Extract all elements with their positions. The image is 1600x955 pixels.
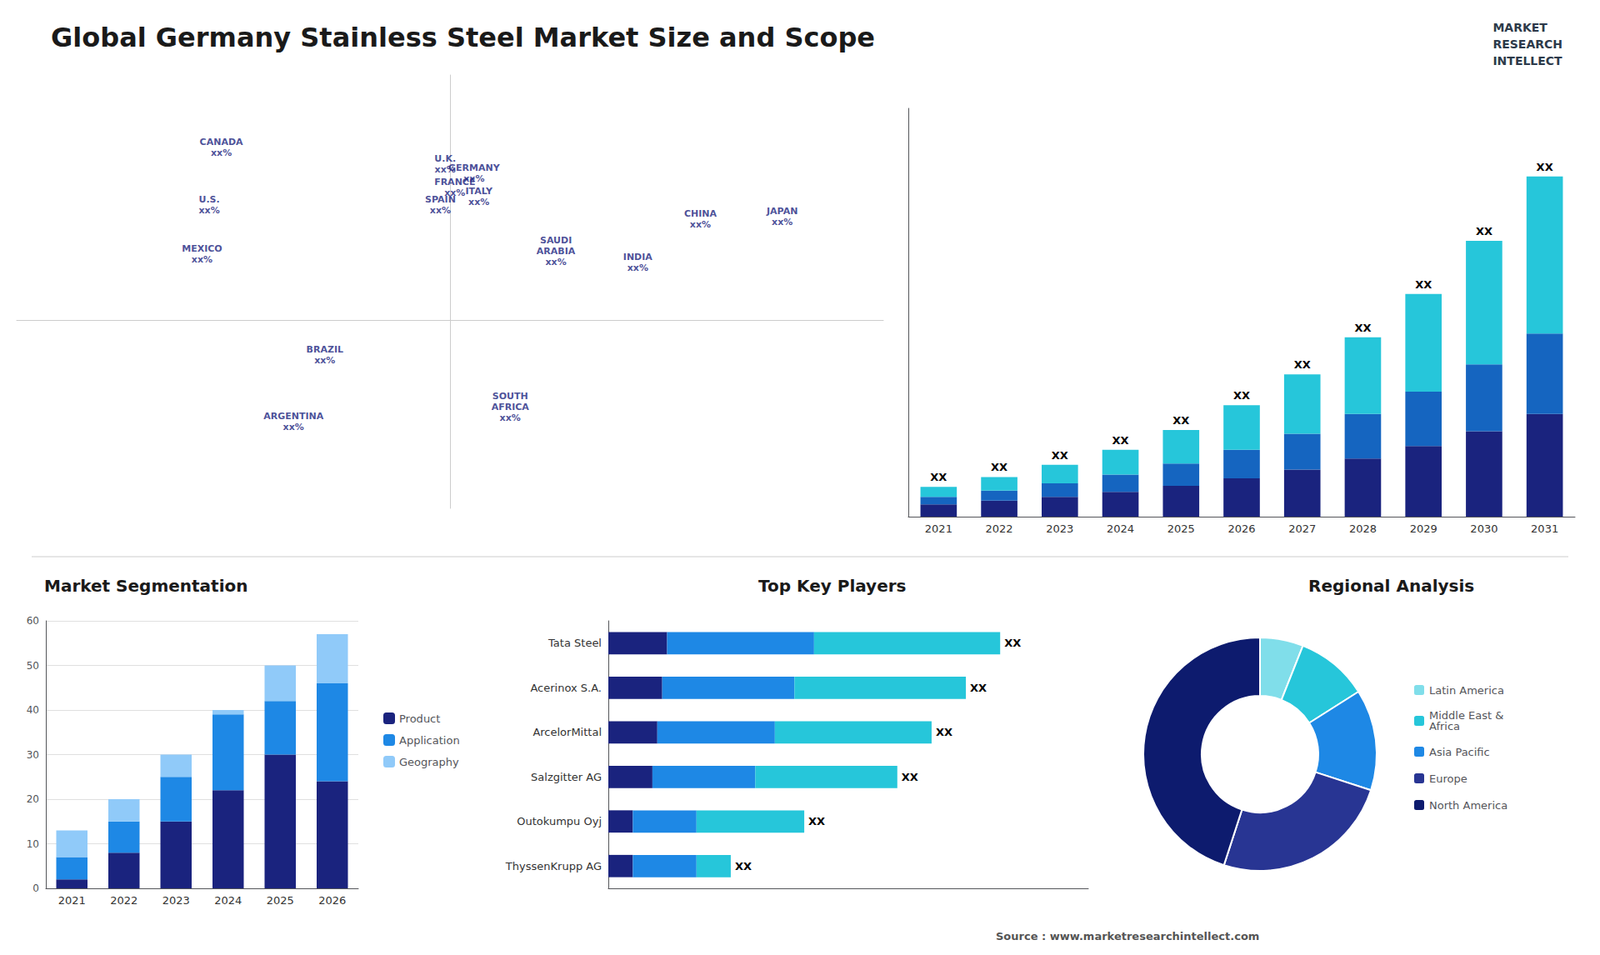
- svg-text:GERMANY: GERMANY: [448, 162, 501, 174]
- svg-text:2023: 2023: [1045, 522, 1074, 535]
- svg-text:2026: 2026: [1227, 522, 1255, 535]
- svg-text:Market Segmentation: Market Segmentation: [44, 575, 249, 596]
- svg-text:Source : www.marketresearchint: Source : www.marketresearchintellect.com: [995, 930, 1260, 943]
- svg-text:10: 10: [26, 838, 40, 850]
- svg-text:XX: XX: [1172, 414, 1190, 427]
- svg-text:ITALY: ITALY: [465, 185, 494, 197]
- svg-text:Asia Pacific: Asia Pacific: [1429, 745, 1490, 759]
- svg-text:60: 60: [26, 615, 40, 627]
- svg-text:Application: Application: [399, 734, 460, 747]
- svg-text:XX: XX: [901, 770, 919, 784]
- svg-text:ThyssenKrupp AG: ThyssenKrupp AG: [505, 860, 602, 873]
- svg-text:2025: 2025: [1167, 522, 1195, 535]
- svg-text:INTELLECT: INTELLECT: [1492, 54, 1563, 68]
- svg-text:2031: 2031: [1530, 522, 1559, 535]
- svg-text:2021: 2021: [58, 894, 86, 907]
- svg-text:XX: XX: [1354, 321, 1371, 335]
- svg-text:XX: XX: [1051, 449, 1069, 462]
- svg-text:Product: Product: [399, 712, 440, 725]
- svg-text:XX: XX: [735, 860, 752, 873]
- svg-text:XX: XX: [990, 460, 1008, 474]
- svg-text:INDIA: INDIA: [623, 251, 654, 263]
- svg-text:xx%: xx%: [430, 205, 451, 216]
- svg-text:50: 50: [26, 660, 40, 672]
- svg-text:SAUDI: SAUDI: [540, 235, 572, 246]
- svg-text:xx%: xx%: [627, 262, 649, 274]
- svg-text:xx%: xx%: [314, 355, 335, 366]
- svg-text:Africa: Africa: [1429, 720, 1460, 733]
- svg-text:XX: XX: [1475, 225, 1493, 238]
- svg-text:xx%: xx%: [500, 412, 521, 424]
- svg-text:MARKET: MARKET: [1492, 20, 1548, 35]
- svg-text:2030: 2030: [1470, 522, 1498, 535]
- svg-text:XX: XX: [935, 725, 953, 739]
- svg-text:2022: 2022: [985, 522, 1014, 535]
- svg-text:xx%: xx%: [210, 147, 232, 159]
- svg-text:40: 40: [26, 704, 40, 716]
- svg-text:U.S.: U.S.: [199, 194, 220, 205]
- svg-text:AFRICA: AFRICA: [491, 401, 530, 413]
- svg-text:20: 20: [26, 793, 40, 805]
- svg-text:BRAZIL: BRAZIL: [306, 344, 344, 355]
- svg-text:Outokumpu Oyj: Outokumpu Oyj: [516, 815, 602, 828]
- svg-text:xx%: xx%: [199, 205, 220, 216]
- svg-text:XX: XX: [1233, 389, 1250, 402]
- svg-text:XX: XX: [970, 681, 987, 695]
- svg-text:xx%: xx%: [771, 216, 793, 228]
- svg-text:xx%: xx%: [545, 256, 567, 268]
- svg-text:U.K.: U.K.: [434, 153, 456, 165]
- svg-text:XX: XX: [1004, 636, 1021, 650]
- svg-text:Regional Analysis: Regional Analysis: [1308, 575, 1475, 596]
- svg-text:JAPAN: JAPAN: [765, 205, 798, 217]
- svg-text:Top Key Players: Top Key Players: [758, 575, 906, 596]
- svg-text:2021: 2021: [925, 522, 953, 535]
- svg-text:0: 0: [32, 882, 40, 895]
- svg-text:XX: XX: [808, 815, 825, 828]
- svg-text:xx%: xx%: [444, 187, 466, 199]
- svg-text:2023: 2023: [162, 894, 190, 907]
- svg-text:XX: XX: [1294, 358, 1311, 371]
- svg-text:MEXICO: MEXICO: [181, 243, 222, 255]
- svg-text:2029: 2029: [1410, 522, 1438, 535]
- svg-text:2027: 2027: [1288, 522, 1316, 535]
- svg-text:XX: XX: [1536, 160, 1554, 174]
- svg-text:ARGENTINA: ARGENTINA: [263, 410, 325, 422]
- svg-text:2024: 2024: [1106, 522, 1135, 535]
- svg-text:CHINA: CHINA: [684, 208, 718, 220]
- svg-text:Global Germany Stainless Steel: Global Germany Stainless Steel Market Si…: [50, 21, 875, 54]
- svg-text:xx%: xx%: [468, 196, 490, 208]
- svg-text:Tata Steel: Tata Steel: [547, 636, 602, 650]
- svg-text:Geography: Geography: [399, 755, 460, 769]
- svg-text:Acerinox S.A.: Acerinox S.A.: [530, 681, 602, 695]
- svg-text:ArcelorMittal: ArcelorMittal: [532, 725, 602, 739]
- svg-text:Europe: Europe: [1429, 772, 1468, 785]
- svg-text:2022: 2022: [110, 894, 138, 907]
- svg-text:North America: North America: [1429, 799, 1508, 812]
- svg-text:ARABIA: ARABIA: [536, 245, 576, 257]
- svg-text:2025: 2025: [266, 894, 295, 907]
- svg-text:XX: XX: [1415, 278, 1432, 291]
- svg-text:SPAIN: SPAIN: [425, 194, 456, 205]
- svg-text:Middle East &: Middle East &: [1429, 709, 1504, 722]
- svg-text:30: 30: [26, 749, 40, 761]
- svg-text:2028: 2028: [1349, 522, 1377, 535]
- svg-text:xx%: xx%: [191, 254, 213, 265]
- svg-text:xx%: xx%: [690, 219, 711, 230]
- svg-text:FRANCE: FRANCE: [434, 176, 476, 188]
- svg-text:Latin America: Latin America: [1429, 684, 1505, 697]
- svg-text:Salzgitter AG: Salzgitter AG: [530, 770, 602, 784]
- svg-text:xx%: xx%: [283, 421, 305, 433]
- svg-text:xx%: xx%: [434, 164, 456, 176]
- svg-text:SOUTH: SOUTH: [492, 390, 529, 402]
- svg-text:XX: XX: [1112, 434, 1130, 447]
- svg-text:XX: XX: [930, 470, 947, 484]
- svg-text:xx%: xx%: [463, 173, 485, 185]
- svg-text:2024: 2024: [214, 894, 242, 907]
- svg-text:CANADA: CANADA: [200, 136, 244, 148]
- svg-text:RESEARCH: RESEARCH: [1492, 37, 1563, 51]
- svg-text:2026: 2026: [318, 894, 346, 907]
